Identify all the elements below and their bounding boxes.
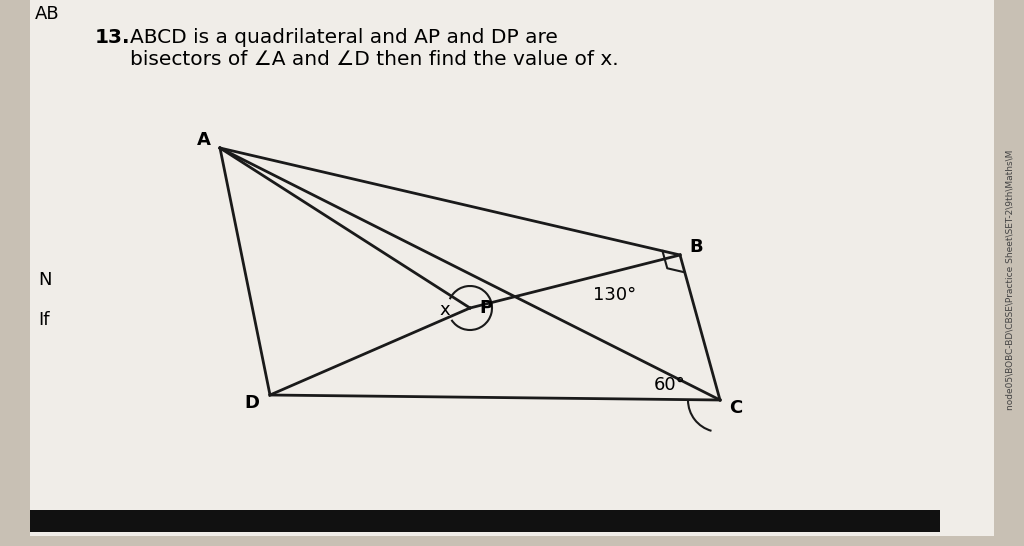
Text: B: B [689,238,702,256]
Text: D: D [245,394,259,412]
Text: If: If [38,311,49,329]
Text: 60°: 60° [654,376,686,394]
Bar [30,510,940,532]
Text: AB: AB [35,5,59,23]
Text: ABCD is a quadrilateral and AP and DP are
bisectors of ∠A and ∠D then find the v: ABCD is a quadrilateral and AP and DP ar… [130,28,618,69]
Text: 13.: 13. [95,28,130,47]
Text: C: C [729,399,742,417]
Text: x: x [439,301,451,319]
Text: N: N [38,271,51,289]
Text: 130°: 130° [593,286,637,304]
Text: P: P [479,299,493,317]
Text: A: A [197,131,211,149]
Text: node05\BOBC-BD\CBSE\Practice Sheet\SET-2\9th\Maths\M: node05\BOBC-BD\CBSE\Practice Sheet\SET-2… [1006,150,1015,410]
